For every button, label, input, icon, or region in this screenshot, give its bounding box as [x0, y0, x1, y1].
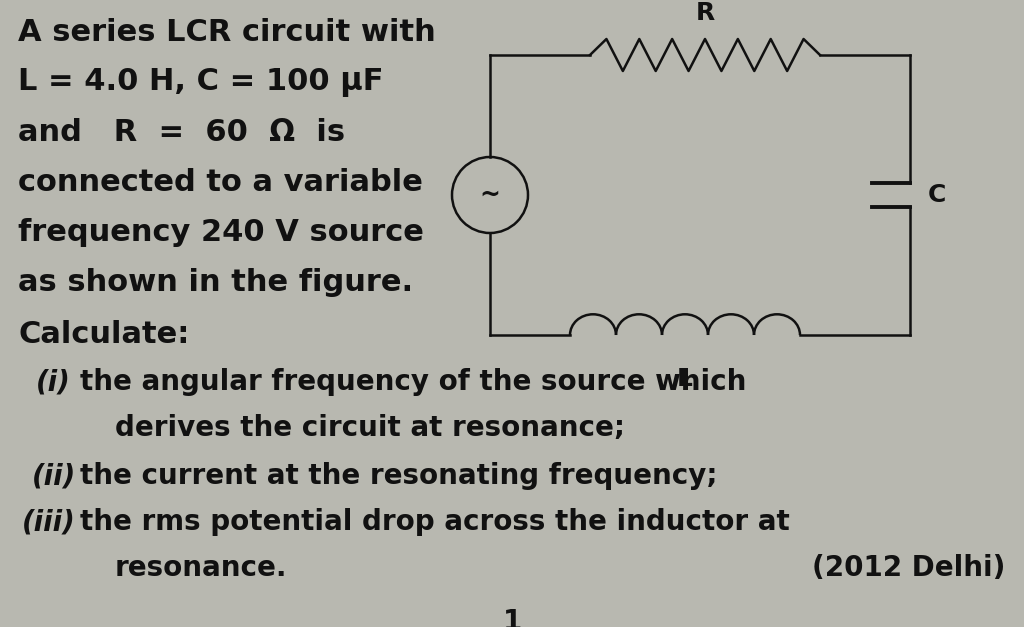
Text: connected to a variable: connected to a variable [18, 168, 423, 197]
Text: ~: ~ [479, 183, 501, 207]
Text: A series LCR circuit with: A series LCR circuit with [18, 18, 436, 47]
Text: L: L [677, 367, 693, 391]
Text: 1: 1 [503, 608, 521, 627]
Text: (i): (i) [36, 368, 71, 396]
Text: (2012 Delhi): (2012 Delhi) [812, 554, 1005, 582]
Text: L = 4.0 H, C = 100 μF: L = 4.0 H, C = 100 μF [18, 68, 384, 97]
Text: frequency 240 V source: frequency 240 V source [18, 218, 424, 247]
Text: resonance.: resonance. [115, 554, 288, 582]
Text: the rms potential drop across the inductor at: the rms potential drop across the induct… [80, 508, 790, 536]
Text: R: R [695, 1, 715, 25]
Text: derives the circuit at resonance;: derives the circuit at resonance; [115, 414, 625, 442]
Text: as shown in the figure.: as shown in the figure. [18, 268, 413, 297]
Text: Calculate:: Calculate: [18, 320, 189, 349]
Text: (ii): (ii) [32, 462, 76, 490]
Text: the current at the resonating frequency;: the current at the resonating frequency; [80, 462, 718, 490]
Text: and   R  =  60  Ω  is: and R = 60 Ω is [18, 118, 345, 147]
Text: (iii): (iii) [22, 508, 76, 536]
Text: C: C [928, 183, 946, 207]
Text: the angular frequency of the source which: the angular frequency of the source whic… [80, 368, 746, 396]
